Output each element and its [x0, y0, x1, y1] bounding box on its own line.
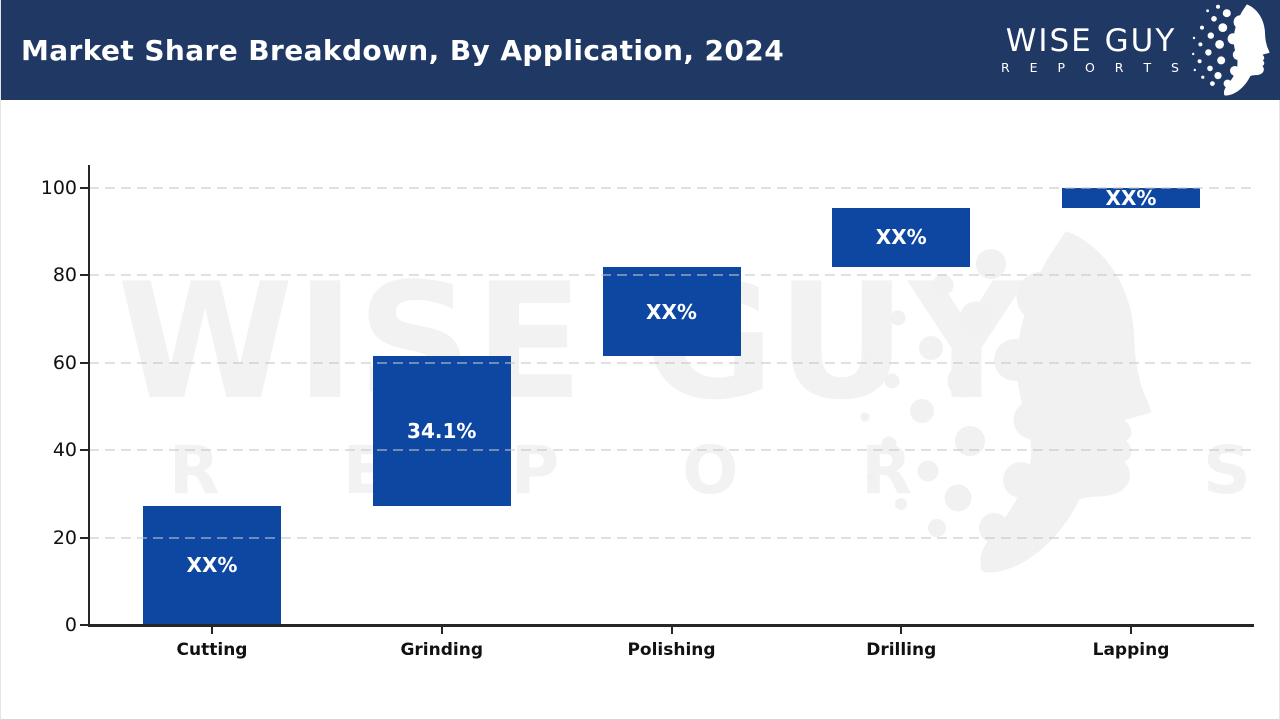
- bar-cutting: XX%: [143, 505, 281, 625]
- gridline-100: [89, 186, 1254, 189]
- y-tick-label: 20: [52, 526, 77, 549]
- x-tick-mark: [670, 627, 673, 634]
- x-tick-label-cutting: Cutting: [176, 640, 248, 660]
- x-tick-mark: [211, 627, 213, 634]
- y-tick-mark: [80, 624, 89, 626]
- bar-label-drilling: XX%: [875, 225, 927, 250]
- y-tick-label: 0: [64, 614, 77, 636]
- bar-label-lapping: XX%: [1105, 185, 1157, 210]
- x-axis-line: [88, 624, 1254, 627]
- y-axis-line: [88, 165, 90, 626]
- bar-label-cutting: XX%: [186, 553, 238, 578]
- y-tick-mark: [80, 449, 89, 451]
- x-tick-mark: [440, 627, 443, 634]
- bar-label-polishing: XX%: [646, 299, 697, 324]
- logo-head-icon: [1192, 4, 1270, 96]
- y-tick-mark: [80, 186, 89, 189]
- bar-label-grinding: 34.1%: [407, 418, 477, 443]
- x-tick-label-lapping: Lapping: [1092, 640, 1170, 660]
- gridline-60: [89, 361, 1254, 364]
- y-tick-label: 60: [52, 351, 77, 374]
- x-tick-label-polishing: Polishing: [627, 640, 716, 660]
- y-tick-label: 40: [52, 439, 77, 461]
- y-tick-label: 100: [40, 176, 77, 199]
- bar-lapping: XX%: [1062, 185, 1200, 210]
- header: Market Share Breakdown, By Application, …: [1, 0, 1280, 100]
- logo-subtext: R E P O R T S: [1000, 59, 1187, 75]
- y-tick-label: 80: [52, 264, 77, 286]
- gridline-20: [89, 536, 1254, 539]
- wise-guy-logo: WISE GUY R E P O R T S: [995, 0, 1271, 100]
- gridline-40: [89, 449, 1254, 451]
- y-tick-mark: [80, 361, 89, 364]
- x-tick-mark: [900, 627, 903, 634]
- bar-polishing: XX%: [602, 267, 741, 357]
- logo-wordmark: WISE GUY: [1005, 23, 1177, 60]
- x-tick-label-grinding: Grinding: [400, 640, 484, 660]
- bar-drilling: XX%: [832, 207, 971, 268]
- bar-grinding: 34.1%: [372, 356, 511, 506]
- logo-text: WISE GUY R E P O R T S: [995, 25, 1187, 75]
- y-tick-mark: [80, 536, 89, 539]
- page-title: Market Share Breakdown, By Application, …: [21, 33, 785, 67]
- x-tick-label-drilling: Drilling: [866, 640, 937, 660]
- x-tick-mark: [1130, 627, 1132, 634]
- y-tick-mark: [80, 274, 89, 276]
- gridline-80: [89, 274, 1254, 276]
